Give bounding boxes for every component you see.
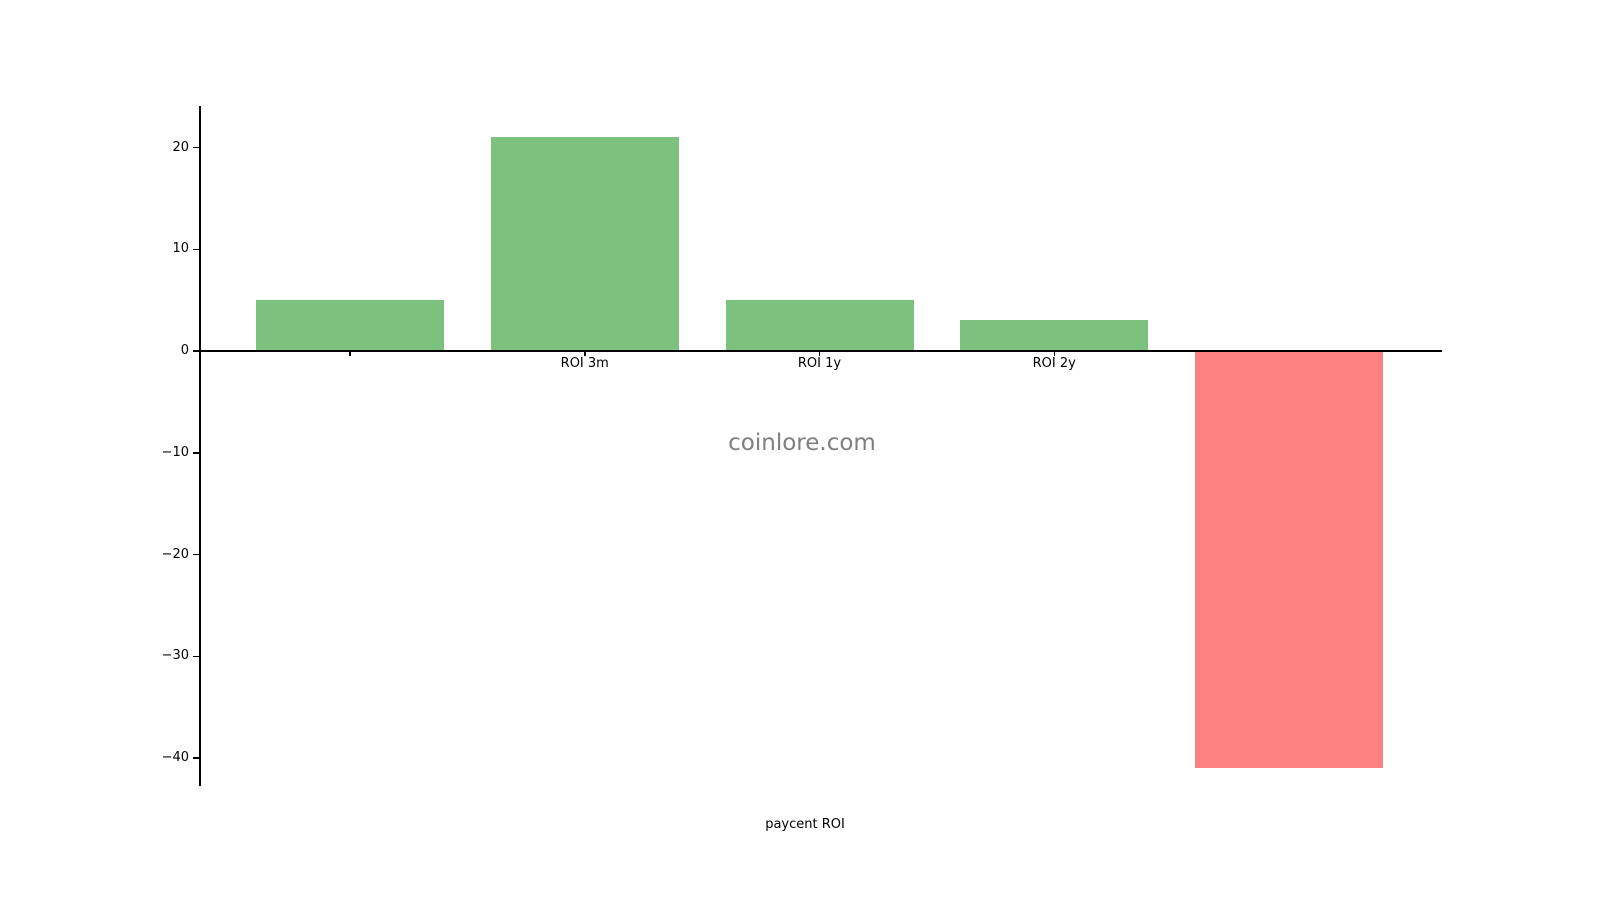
y-tick-label: 0	[180, 343, 189, 358]
x-tick-label: ROI 1y	[797, 356, 842, 371]
y-tick-mark	[193, 146, 199, 149]
y-tick-mark	[193, 452, 199, 454]
y-tick-label: −40	[161, 750, 189, 765]
bar-1	[490, 137, 679, 351]
bar-0	[256, 300, 444, 351]
y-tick-mark	[193, 553, 199, 556]
y-tick-mark	[193, 248, 199, 250]
y-tick-label: −30	[161, 648, 189, 664]
x-tick-mark	[1053, 351, 1055, 356]
watermark: coinlore.com	[728, 430, 876, 456]
bar-4	[1195, 351, 1383, 769]
y-tick-label: −10	[161, 444, 189, 460]
y-tick-label: 10	[172, 241, 189, 257]
x-tick-mark	[818, 351, 821, 356]
x-tick-label: ROI 2y	[1032, 356, 1076, 371]
y-tick-mark	[193, 757, 199, 759]
y-tick-mark	[193, 350, 199, 352]
x-tick-mark	[349, 351, 351, 356]
x-axis-title: paycent ROI	[765, 817, 845, 832]
bar-2	[725, 300, 914, 351]
y-tick-mark	[193, 655, 199, 657]
bar-3	[960, 320, 1149, 351]
x-tick-label: ROI 3m	[560, 356, 609, 371]
y-tick-label: 20	[172, 139, 189, 155]
y-axis-spine	[199, 106, 201, 786]
y-tick-label: −20	[161, 546, 189, 562]
x-axis-line	[199, 350, 1442, 352]
x-tick-mark	[584, 351, 586, 356]
